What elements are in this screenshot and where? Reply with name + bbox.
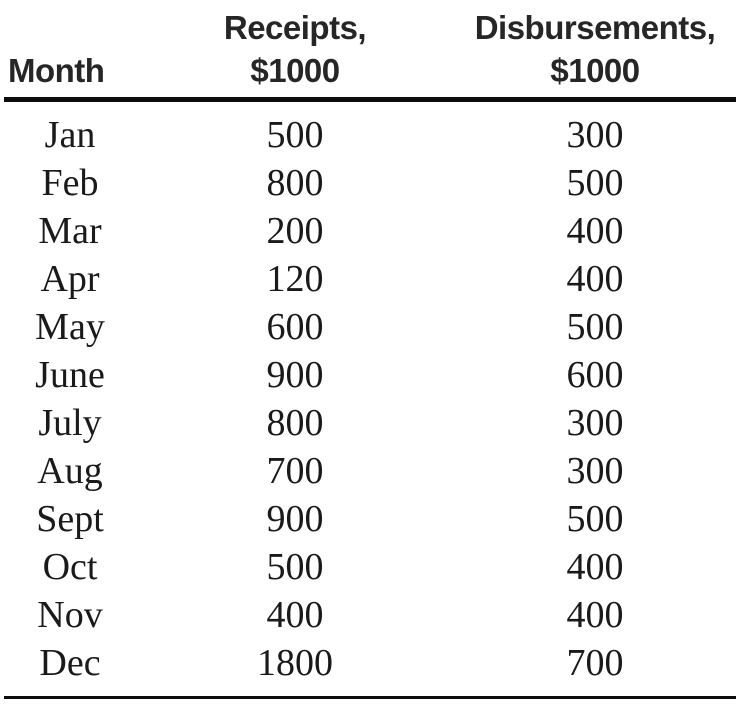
month-cell: Dec [39,642,101,684]
receipts-cell: 800 [266,402,324,444]
disbursements-cell: 300 [566,450,624,492]
disbursements-cell: 500 [566,306,624,348]
table-body: Jan 500 300 Feb 800 500 Mar 200 400 Apr … [0,102,740,687]
disbursements-cell: 300 [566,402,624,444]
table-row: June 900 600 [0,351,740,399]
month-cell: July [38,402,102,444]
month-cell: Mar [38,210,102,252]
disbursements-cell: 600 [566,354,624,396]
disbursements-cell: 400 [566,210,624,252]
table-row: July 800 300 [0,399,740,447]
disbursements-cell: 500 [566,162,624,204]
month-cell: Aug [37,450,103,492]
receipts-cell: 500 [266,114,324,156]
receipts-cell: 120 [266,258,324,300]
receipts-cell: 900 [266,354,324,396]
disbursements-cell: 700 [566,642,624,684]
month-cell: Oct [42,546,98,588]
table-row: Dec 1800 700 [0,639,740,687]
disbursements-cell: 400 [566,546,624,588]
table-row: Mar 200 400 [0,207,740,255]
column-header-disbursements-line1: Disbursements, [474,9,716,47]
table-row: Apr 120 400 [0,255,740,303]
table-row: Jan 500 300 [0,111,740,159]
disbursements-cell: 400 [566,594,624,636]
receipts-cell: 500 [266,546,324,588]
table-row: Aug 700 300 [0,447,740,495]
disbursements-cell: 400 [566,258,624,300]
month-cell: Feb [41,162,99,204]
table-row: May 600 500 [0,303,740,351]
month-cell: Nov [37,594,103,636]
month-cell: Jan [44,114,96,156]
disbursements-cell: 500 [566,498,624,540]
month-cell: Apr [40,258,100,300]
receipts-cell: 400 [266,594,324,636]
header-rule [4,97,736,102]
receipts-cell: 900 [266,498,324,540]
receipts-cell: 600 [266,306,324,348]
receipts-cell: 800 [266,162,324,204]
disbursements-cell: 300 [566,114,624,156]
table-row: Nov 400 400 [0,591,740,639]
table-row: Oct 500 400 [0,543,740,591]
table-header-row: Month Receipts, $1000 Disbursements, $10… [0,0,740,94]
column-header-receipts: Receipts, $1000 [140,7,450,94]
month-cell: May [35,306,105,348]
receipts-cell: 200 [266,210,324,252]
column-header-month: Month [8,52,105,90]
column-header-disbursements-line2: $1000 [550,52,640,90]
table-row: Sept 900 500 [0,495,740,543]
bottom-rule [4,696,736,699]
month-cell: June [35,354,105,396]
column-header-receipts-line1: Receipts, [223,9,367,47]
column-header-disbursements: Disbursements, $1000 [450,7,740,94]
month-cell: Sept [36,498,104,540]
receipts-cell: 700 [266,450,324,492]
table-row: Feb 800 500 [0,159,740,207]
column-header-receipts-line2: $1000 [250,52,340,90]
receipts-cell: 1800 [257,642,333,684]
